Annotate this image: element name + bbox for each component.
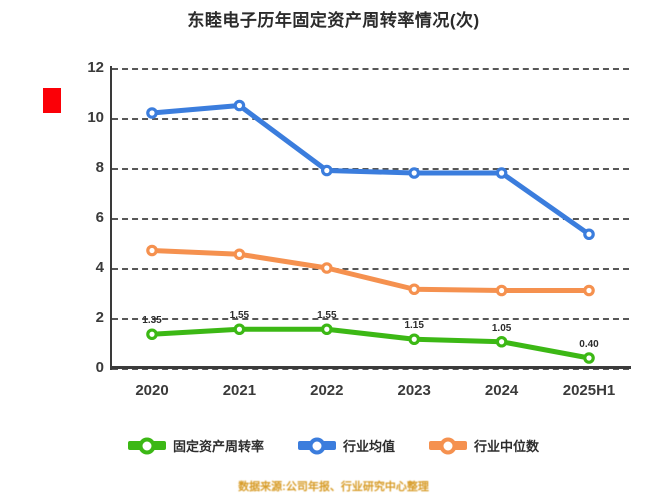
x-tick-label: 2024 <box>484 382 519 399</box>
chart-legend: 固定资产周转率 行业均值 行业中位数 <box>0 436 667 455</box>
x-axis-line <box>110 366 631 369</box>
legend-label: 行业均值 <box>342 439 395 454</box>
legend-marker-icon <box>429 441 467 450</box>
gridline-12 <box>112 68 629 70</box>
y-tick-label: 2 <box>95 309 104 326</box>
y-tick-label: 8 <box>95 159 104 176</box>
x-tick-label: 2020 <box>135 382 169 399</box>
gridline-2 <box>112 318 629 320</box>
legend-label: 行业中位数 <box>474 439 540 454</box>
gridline-6 <box>112 218 629 220</box>
y-tick-label: 12 <box>87 59 104 76</box>
gridline-0 <box>112 368 629 370</box>
green-point-label: 1.05 <box>491 322 512 334</box>
plot-area <box>112 68 629 370</box>
legend-item-1[interactable]: 固定资产周转率 <box>127 436 264 455</box>
legend-marker-icon <box>127 441 166 450</box>
y-tick-label: 4 <box>95 259 104 276</box>
green-point-label: 1.35 <box>142 315 162 327</box>
y-tick-label: 0 <box>95 359 104 376</box>
chart-title: 东睦电子历年固定资产周转率情况(次) <box>187 11 480 30</box>
legend-item-3[interactable]: 行业中位数 <box>429 436 539 455</box>
green-point-label: 1.15 <box>404 320 424 332</box>
x-tick-label: 2022 <box>310 382 344 399</box>
red-highlight-marker <box>43 88 61 113</box>
x-tick-label: 2021 <box>222 382 257 399</box>
gridline-4 <box>112 268 629 270</box>
y-axis-line <box>110 66 112 370</box>
x-tick-label: 2025H1 <box>562 382 616 399</box>
legend-marker-icon <box>297 441 336 450</box>
green-point-label: 0.40 <box>579 339 599 350</box>
green-point-label: 1.55 <box>229 310 250 322</box>
gridline-10 <box>112 118 629 120</box>
gridline-8 <box>112 168 629 170</box>
y-tick-label: 6 <box>95 209 104 226</box>
legend-item-2[interactable]: 行业均值 <box>297 436 395 455</box>
source-note: 数据来源:公司年报、行业研究中心整理 <box>238 481 429 493</box>
legend-label: 固定资产周转率 <box>172 439 264 454</box>
x-tick-label: 2023 <box>397 382 431 399</box>
green-point-label: 1.55 <box>317 310 337 322</box>
y-tick-label: 10 <box>87 109 104 126</box>
